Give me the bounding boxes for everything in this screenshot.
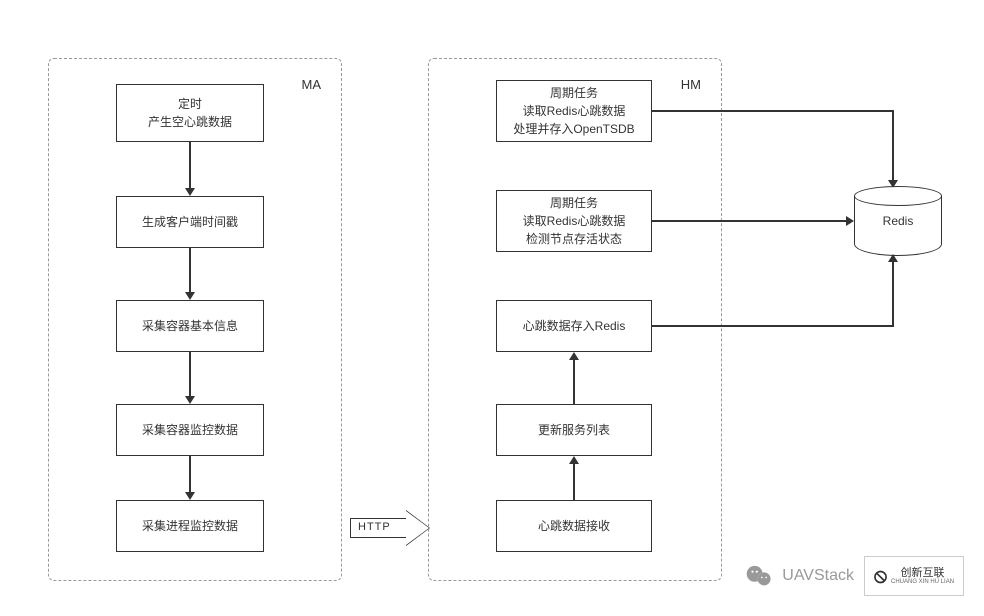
http-label: HTTP xyxy=(358,521,391,533)
node-text: 定时 xyxy=(178,95,202,113)
redis-cylinder: Redis xyxy=(854,186,942,256)
node-text: 心跳数据接收 xyxy=(538,517,610,535)
hm-node-receive: 心跳数据接收 xyxy=(496,500,652,552)
logo-box: ⦸ 创新互联 CHUANG XIN HU LIAN xyxy=(864,556,964,596)
node-text: 检测节点存活状态 xyxy=(526,230,622,248)
node-text: 读取Redis心跳数据 xyxy=(523,102,626,120)
hm-node-update-services: 更新服务列表 xyxy=(496,404,652,456)
hm-node-alive-check: 周期任务 读取Redis心跳数据 检测节点存活状态 xyxy=(496,190,652,252)
node-text: 读取Redis心跳数据 xyxy=(523,212,626,230)
ma-node-container-info: 采集容器基本信息 xyxy=(116,300,264,352)
ma-node-container-monitor: 采集容器监控数据 xyxy=(116,404,264,456)
node-text: 处理并存入OpenTSDB xyxy=(513,120,634,138)
node-text: 心跳数据存入Redis xyxy=(523,317,626,335)
ma-label: MA xyxy=(302,77,322,92)
node-text: 周期任务 xyxy=(550,84,598,102)
node-text: 更新服务列表 xyxy=(538,421,610,439)
hm-node-write-redis: 心跳数据存入Redis xyxy=(496,300,652,352)
http-arrow: HTTP xyxy=(350,510,430,546)
watermark: UAVStack ⦸ 创新互联 CHUANG XIN HU LIAN xyxy=(746,556,964,596)
wechat-icon xyxy=(746,565,772,587)
logo-mark-icon: ⦸ xyxy=(874,565,887,588)
node-text: 采集进程监控数据 xyxy=(142,517,238,535)
logo-main: 创新互联 xyxy=(901,567,945,579)
node-text: 采集容器基本信息 xyxy=(142,317,238,335)
node-text: 生成客户端时间戳 xyxy=(142,213,238,231)
ma-node-process-monitor: 采集进程监控数据 xyxy=(116,500,264,552)
ma-node-timestamp: 生成客户端时间戳 xyxy=(116,196,264,248)
redis-label: Redis xyxy=(883,214,914,228)
ma-node-timer: 定时 产生空心跳数据 xyxy=(116,84,264,142)
logo-sub: CHUANG XIN HU LIAN xyxy=(891,579,954,586)
node-text: 采集容器监控数据 xyxy=(142,421,238,439)
hm-node-opentsdb: 周期任务 读取Redis心跳数据 处理并存入OpenTSDB xyxy=(496,80,652,142)
hm-label: HM xyxy=(681,77,701,92)
node-text: 周期任务 xyxy=(550,194,598,212)
watermark-text: UAVStack xyxy=(782,567,854,585)
node-text: 产生空心跳数据 xyxy=(148,113,232,131)
